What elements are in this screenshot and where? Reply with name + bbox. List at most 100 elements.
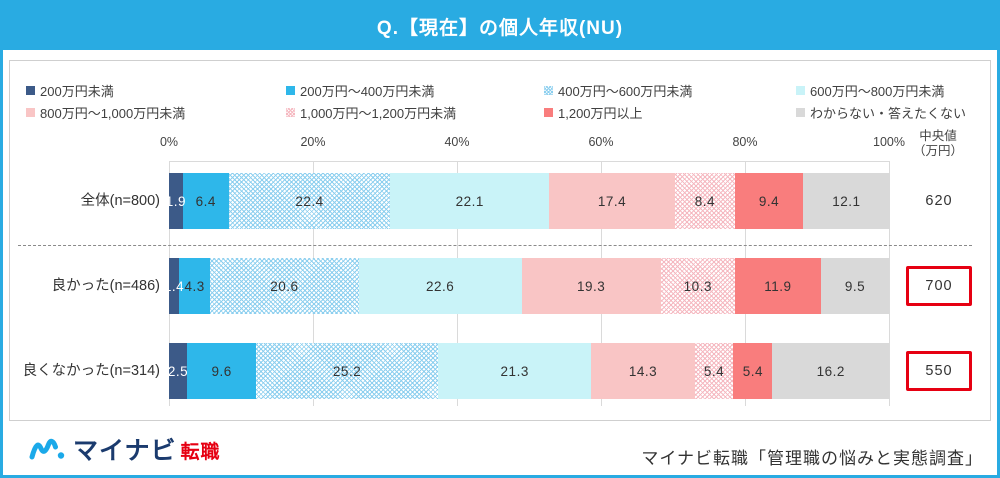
dashed-separator <box>18 245 972 246</box>
median-highlight-box: 550 <box>906 351 972 391</box>
segment-value: 2.5 <box>167 363 189 379</box>
bar-segment: 16.2 <box>772 343 890 399</box>
legend-swatch-icon <box>286 86 295 95</box>
segment-value: 14.3 <box>628 363 658 379</box>
bar-segment: 8.4 <box>674 173 736 229</box>
segment-value: 5.4 <box>742 363 764 379</box>
legend: 200万円未満 200万円～400万円未満 400万円～600万円未満 600万円～8… <box>26 81 980 122</box>
bar-segment: 9.4 <box>735 173 803 229</box>
bar-segment: 12.1 <box>802 173 890 229</box>
wave-logo-icon <box>29 438 65 460</box>
legend-item: 600万円～800万円未満 <box>796 81 980 100</box>
logo-suffix-text: 転職 <box>180 442 221 464</box>
median-cell: 700 <box>896 258 982 314</box>
bar-segment: 1.4 <box>164 258 184 314</box>
legend-swatch-icon <box>286 108 295 117</box>
segment-value: 17.4 <box>597 193 627 209</box>
bar-segment: 17.4 <box>549 173 675 229</box>
segment-value: 22.4 <box>295 193 324 209</box>
median-cell: 550 <box>896 343 982 399</box>
title-bar: Q.【現在】の個人年収(NU) <box>3 3 997 50</box>
legend-item: 1,200万円以上 <box>544 103 796 122</box>
segment-value: 1.9 <box>165 193 186 209</box>
bar-segment: 2.5 <box>167 343 189 399</box>
segment-value: 5.4 <box>703 363 725 379</box>
legend-item: わからない・答えたくない <box>796 103 980 122</box>
legend-label: 400万円～600万円未満 <box>558 84 693 99</box>
median-column-header: 中央値 （万円） <box>898 129 978 159</box>
segment-value: 9.5 <box>844 278 866 294</box>
bar-segment: 21.3 <box>437 343 592 399</box>
row-category-label: 良かった(n=486) <box>51 278 160 294</box>
legend-label: 200万円～400万円未満 <box>300 84 435 99</box>
legend-item: 1,000万円～1,200万円未満 <box>286 103 544 122</box>
legend-swatch-icon <box>796 108 805 117</box>
source-caption: マイナビ転職「管理職の悩みと実態調査」 <box>641 449 983 468</box>
axis-tick-label: 0% <box>159 135 179 149</box>
axis-tick-label: 60% <box>588 135 614 149</box>
bar-segment: 25.2 <box>256 343 438 399</box>
legend-label: わからない・答えたくない <box>810 106 967 121</box>
legend-item: 200万円未満 <box>26 81 286 100</box>
median-highlight-box: 700 <box>906 266 972 306</box>
logo-brand-text: マイナビ <box>73 437 177 465</box>
bar-segment: 11.9 <box>734 258 821 314</box>
row-category-label: 良くなかった(n=314) <box>22 363 160 379</box>
segment-value: 11.9 <box>764 278 792 294</box>
bar-segment: 22.4 <box>228 173 391 229</box>
bar-segment: 5.4 <box>733 343 773 399</box>
legend-label: 200万円未満 <box>40 84 114 99</box>
legend-item: 200万円～400万円未満 <box>286 81 544 100</box>
segment-value: 22.1 <box>455 193 484 209</box>
segment-value: 9.4 <box>758 193 780 209</box>
segment-value: 4.3 <box>184 278 205 294</box>
legend-item: 800万円～1,000万円未満 <box>26 103 286 122</box>
legend-swatch-icon <box>26 86 35 95</box>
median-header-line1: 中央値 <box>919 129 957 143</box>
segment-value: 19.3 <box>576 278 606 294</box>
bar-segment: 14.3 <box>591 343 695 399</box>
stacked-bar: 2.5 9.6 25.2 21.3 14.3 5.4 5.4 16.2 <box>167 343 890 399</box>
row-category-label: 全体(n=800) <box>80 193 160 209</box>
segment-value: 6.4 <box>195 193 216 209</box>
axis-tick-label: 80% <box>732 135 758 149</box>
segment-value: 10.3 <box>683 278 712 294</box>
legend-swatch-icon <box>26 108 35 117</box>
legend-label: 800万円～1,000万円未満 <box>40 106 186 121</box>
chart-row: 良かった(n=486) 1.4 4.3 20.6 22.6 19.3 10.3 11.9 9.5… <box>10 258 990 314</box>
legend-item: 400万円～600万円未満 <box>544 81 796 100</box>
axis-tick-label: 100% <box>873 135 905 149</box>
bar-segment: 20.6 <box>210 258 359 314</box>
bar-segment: 4.3 <box>179 258 211 314</box>
legend-label: 1,200万円以上 <box>558 106 643 121</box>
page-title: Q.【現在】の個人年収(NU) <box>376 18 624 39</box>
median-value: 700 <box>925 278 953 294</box>
segment-value: 1.4 <box>163 278 185 294</box>
bar-segment: 6.4 <box>182 173 229 229</box>
bar-segment: 10.3 <box>660 258 735 314</box>
axis-tick-label: 20% <box>300 135 326 149</box>
segment-value: 21.3 <box>500 363 529 379</box>
bar-segment: 5.4 <box>694 343 734 399</box>
median-header-line2: （万円） <box>912 144 963 158</box>
segment-value: 16.2 <box>816 363 845 379</box>
segment-value: 25.2 <box>332 363 362 379</box>
bar-segment: 1.9 <box>165 173 186 229</box>
legend-label: 1,000万円～1,200万円未満 <box>300 106 457 121</box>
x-axis-ticks: 0% 20% 40% 60% 80% 100% <box>160 135 905 151</box>
stacked-bar: 1.9 6.4 22.4 22.1 17.4 8.4 9.4 12.1 <box>165 173 890 229</box>
segment-value: 8.4 <box>694 193 716 209</box>
segment-value: 22.6 <box>425 278 455 294</box>
bar-segment: 22.1 <box>390 173 550 229</box>
legend-label: 600万円～800万円未満 <box>810 84 945 99</box>
legend-swatch-icon <box>544 108 553 117</box>
chart-row: 全体(n=800) 1.9 6.4 22.4 22.1 17.4 8.4 9.4 12.1 620 <box>10 173 990 229</box>
bar-segment: 9.6 <box>187 343 257 399</box>
bar-segment: 19.3 <box>521 258 661 314</box>
stacked-bar: 1.4 4.3 20.6 22.6 19.3 10.3 11.9 9.5 <box>164 258 890 314</box>
axis-tick-label: 40% <box>444 135 470 149</box>
mynavi-logo: マイナビ 転職 <box>29 434 221 464</box>
median-value: 620 <box>925 193 953 209</box>
segment-value: 12.1 <box>832 193 861 209</box>
